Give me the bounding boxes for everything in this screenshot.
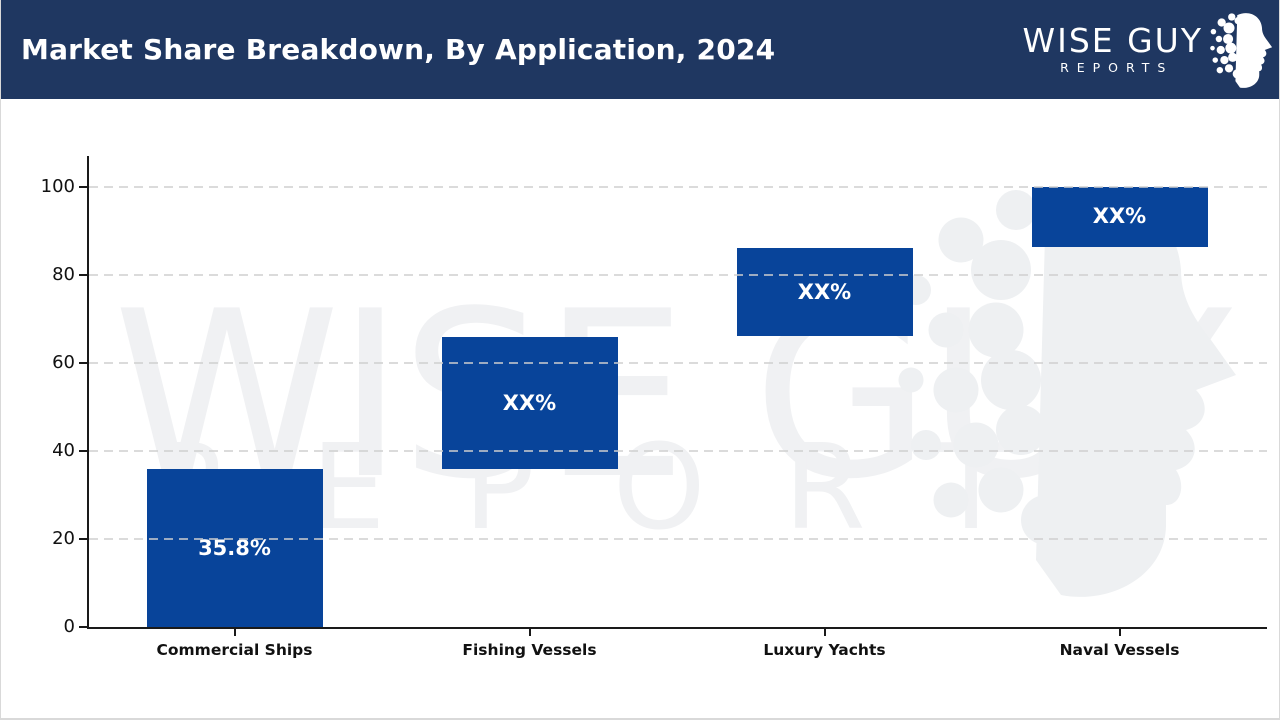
y-tick-label: 100 — [1, 178, 75, 196]
y-tick — [79, 538, 87, 540]
gridline — [89, 450, 1267, 452]
bar-text: XX% — [1092, 204, 1147, 229]
y-tick-label-text: 40 — [52, 440, 75, 461]
y-tick-label-text: 0 — [63, 616, 75, 637]
x-category-label-text: Commercial Ships — [156, 641, 313, 659]
gridline — [89, 362, 1267, 364]
brand-face-icon — [1210, 12, 1273, 88]
bar: XX% — [736, 248, 913, 337]
bar-text: XX% — [502, 390, 557, 415]
x-category-label-text: Fishing Vessels — [462, 641, 597, 659]
x-category-label-text: Naval Vessels — [1059, 641, 1180, 659]
bar: XX% — [1031, 187, 1208, 247]
brand-subtitle: REPORTS — [1060, 60, 1174, 76]
header-banner: Market Share Breakdown, By Application, … — [1, 0, 1279, 99]
bar-text: 35.8% — [198, 535, 271, 560]
gridline — [89, 538, 1267, 540]
y-tick-label: 40 — [1, 442, 75, 460]
x-tick — [1118, 629, 1121, 636]
y-tick-label: 80 — [1, 266, 75, 284]
gridline — [89, 186, 1267, 188]
y-tick — [79, 186, 87, 188]
x-category-label: Fishing Vessels — [380, 641, 680, 659]
x-category-label: Naval Vessels — [970, 641, 1270, 659]
y-tick-label-text: 100 — [40, 176, 75, 197]
y-tick-label-text: 60 — [52, 352, 75, 373]
y-tick — [79, 274, 87, 276]
y-tick-label: 0 — [1, 618, 75, 636]
x-tick — [233, 629, 236, 636]
y-tick-label: 60 — [1, 354, 75, 372]
y-tick — [79, 450, 87, 452]
bar: 35.8% — [146, 469, 323, 627]
page-title: Market Share Breakdown, By Application, … — [21, 33, 776, 66]
y-tick-label-text: 80 — [52, 264, 75, 285]
x-tick — [823, 629, 826, 636]
y-axis-line — [87, 156, 89, 629]
y-tick — [79, 626, 87, 628]
x-tick — [528, 629, 531, 636]
x-category-label: Commercial Ships — [85, 641, 385, 659]
bar-text: XX% — [797, 279, 852, 304]
y-tick-label-text: 20 — [52, 528, 75, 549]
x-category-label-text: Luxury Yachts — [763, 641, 886, 659]
brand-logo-text: WISE GUY REPORTS — [1022, 24, 1203, 75]
bar: XX% — [441, 337, 618, 470]
y-tick — [79, 362, 87, 364]
y-tick-label: 20 — [1, 530, 75, 548]
brand-logo: WISE GUY REPORTS — [1022, 8, 1273, 92]
brand-name: WISE GUY — [1022, 21, 1203, 61]
gridline — [89, 274, 1267, 276]
x-category-label: Luxury Yachts — [675, 641, 975, 659]
plot-area: 0 20 40 60 80 100 35.8% Commercial Ships XX% Fish… — [1, 99, 1279, 718]
x-axis-line — [87, 627, 1267, 629]
